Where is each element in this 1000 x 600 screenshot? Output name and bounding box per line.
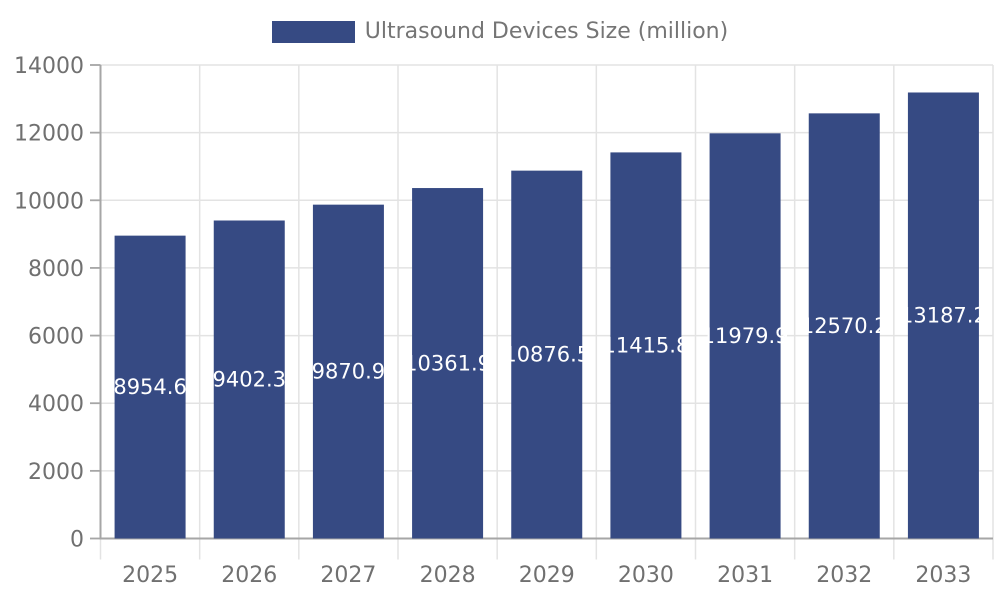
x-tick-label: 2032 bbox=[816, 563, 872, 588]
y-tick-label: 14000 bbox=[14, 54, 84, 79]
x-tick-label: 2025 bbox=[122, 563, 178, 588]
bar bbox=[709, 133, 781, 539]
bar bbox=[610, 152, 682, 539]
x-tick-label: 2027 bbox=[320, 563, 376, 588]
y-tick-label: 4000 bbox=[28, 392, 84, 417]
y-tick-label: 2000 bbox=[28, 460, 84, 485]
x-tick-label: 2028 bbox=[420, 563, 476, 588]
y-tick-label: 6000 bbox=[28, 325, 84, 350]
legend-label: Ultrasound Devices Size (million) bbox=[364, 19, 729, 44]
bar-value-label: 9402.3 bbox=[213, 368, 286, 392]
y-tick-label: 10000 bbox=[14, 189, 84, 214]
bar-value-label: 10361.9 bbox=[404, 351, 491, 375]
x-tick-label: 2026 bbox=[221, 563, 277, 588]
y-tick-label: 12000 bbox=[14, 122, 84, 147]
bar bbox=[808, 113, 880, 539]
bar-value-label: 9870.9 bbox=[312, 360, 385, 384]
y-tick-label: 0 bbox=[70, 528, 84, 553]
x-tick-label: 2033 bbox=[915, 563, 971, 588]
bar bbox=[114, 235, 186, 539]
bar-value-label: 11979.9 bbox=[702, 324, 789, 348]
x-tick-label: 2029 bbox=[519, 563, 575, 588]
x-tick-label: 2030 bbox=[618, 563, 674, 588]
bar bbox=[412, 188, 484, 539]
x-tick-label: 2031 bbox=[717, 563, 773, 588]
bar-value-label: 12570.2 bbox=[801, 314, 888, 338]
bar-value-label: 11415.8 bbox=[602, 333, 689, 357]
bar-value-label: 13187.2 bbox=[900, 303, 987, 327]
bar-value-label: 8954.6 bbox=[113, 375, 186, 399]
legend: Ultrasound Devices Size (million) bbox=[0, 19, 1000, 44]
bar bbox=[511, 170, 583, 539]
legend-swatch bbox=[271, 20, 355, 43]
bar bbox=[907, 92, 979, 539]
bar-value-label: 10876.5 bbox=[503, 343, 590, 367]
bar bbox=[312, 204, 384, 539]
y-tick-label: 8000 bbox=[28, 257, 84, 282]
bar bbox=[213, 220, 285, 539]
